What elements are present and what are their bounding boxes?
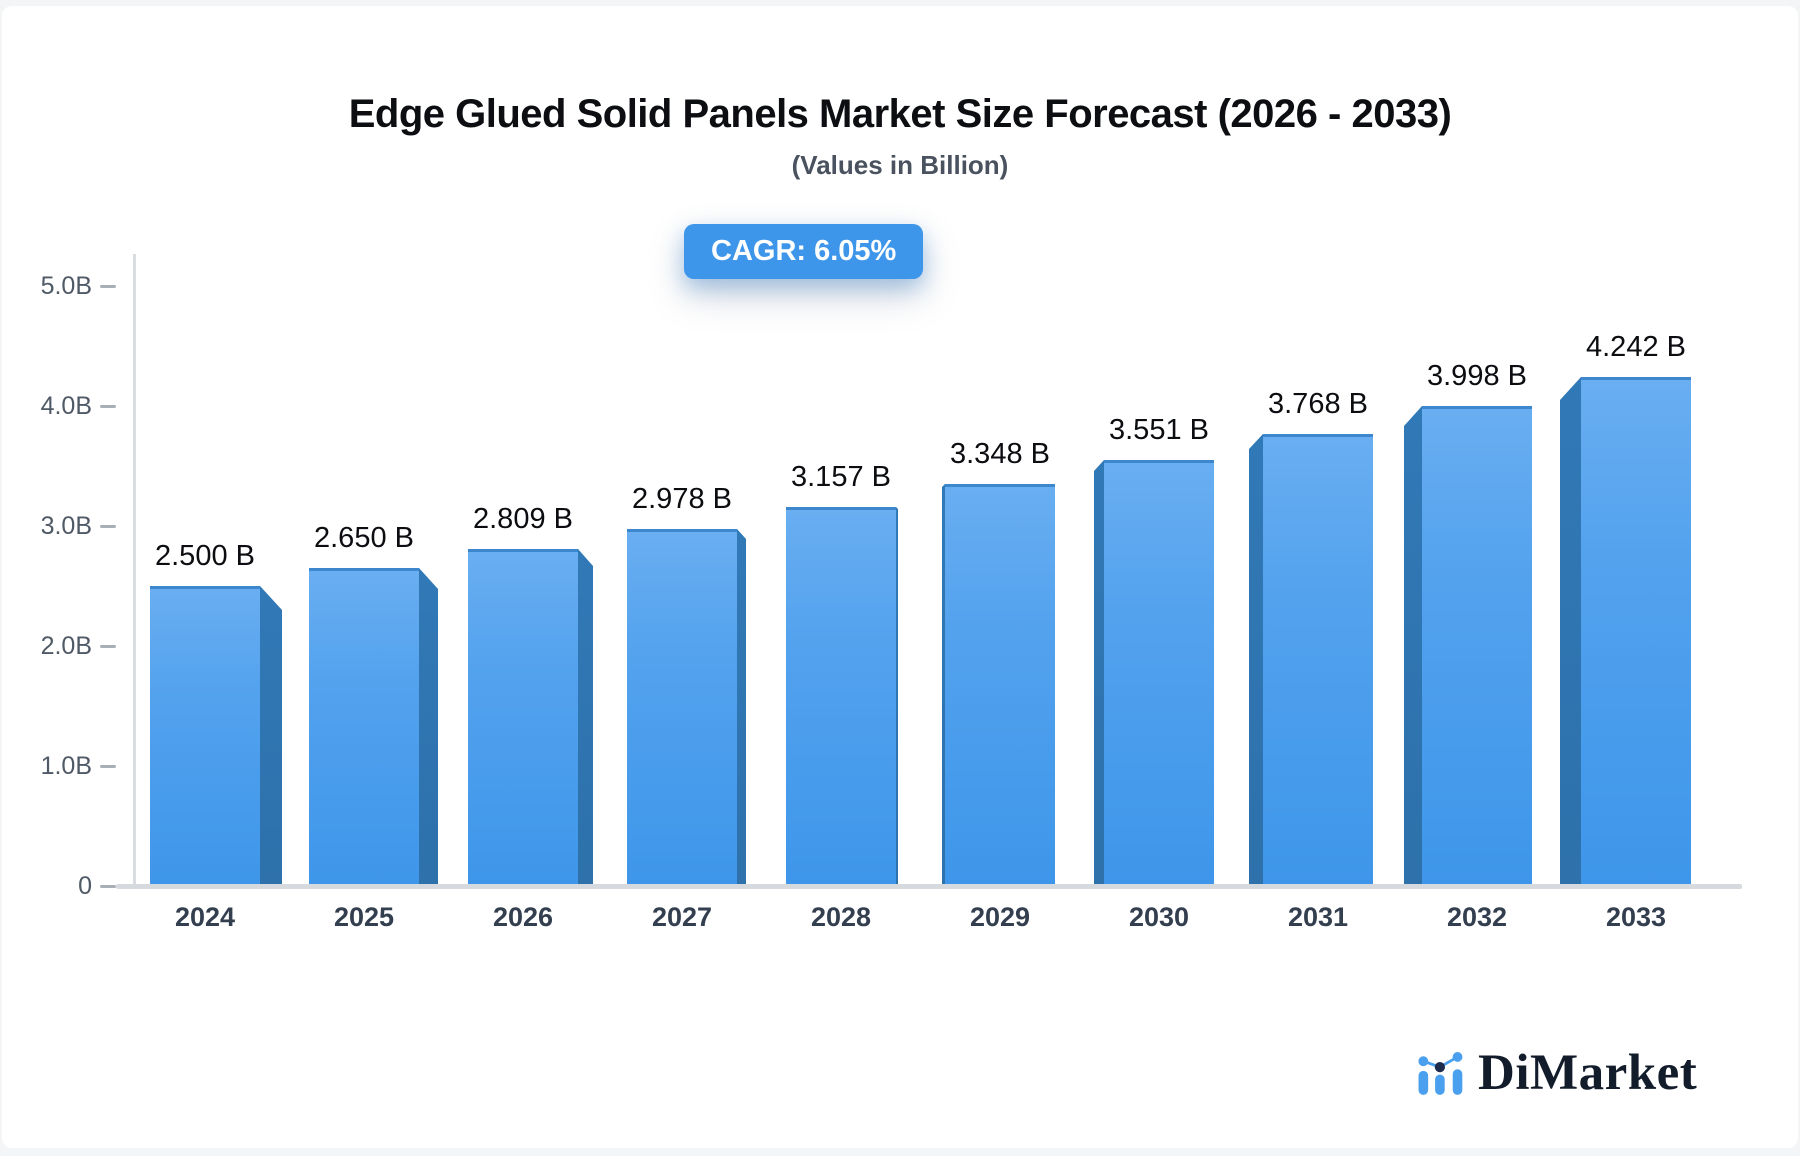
bar-side-2027 bbox=[737, 529, 746, 888]
bar-2032 bbox=[1422, 406, 1532, 888]
bar-2026 bbox=[468, 549, 578, 888]
bar-2033 bbox=[1581, 377, 1691, 888]
chart-subtitle: (Values in Billion) bbox=[791, 150, 1009, 180]
bar-value-label-2032: 3.998 B bbox=[1427, 360, 1527, 392]
y-tick-label: 1.0B bbox=[40, 752, 92, 780]
bar-2024 bbox=[150, 586, 260, 888]
bar-value-label-2026: 2.809 B bbox=[473, 503, 573, 535]
bar-value-label-2025: 2.650 B bbox=[314, 522, 414, 554]
bar-side-2032 bbox=[1404, 406, 1422, 888]
bar-2029 bbox=[945, 484, 1055, 888]
bar-2030 bbox=[1104, 460, 1214, 888]
y-tick-mark bbox=[100, 765, 116, 768]
x-axis-label-2030: 2030 bbox=[1128, 902, 1190, 932]
y-tick-label: 2.0B bbox=[40, 632, 92, 660]
bar-side-2030 bbox=[1094, 460, 1104, 888]
bar-side-2025 bbox=[419, 568, 438, 888]
y-axis-line bbox=[133, 254, 136, 886]
x-axis-label-2033: 2033 bbox=[1605, 902, 1667, 932]
bar-chart-logo-icon bbox=[1418, 1051, 1463, 1095]
bar-value-label-2031: 3.768 B bbox=[1268, 388, 1368, 420]
bar-side-2026 bbox=[578, 549, 593, 888]
bar-value-label-2029: 3.348 B bbox=[950, 438, 1050, 470]
bar-2028 bbox=[786, 507, 896, 888]
y-tick-mark bbox=[100, 885, 116, 888]
y-tick-mark bbox=[100, 405, 116, 408]
x-axis-label-2031: 2031 bbox=[1287, 902, 1349, 932]
x-axis-label-2032: 2032 bbox=[1446, 902, 1508, 932]
bar-side-2028 bbox=[896, 507, 898, 888]
y-tick-mark bbox=[100, 645, 116, 648]
x-axis-label-2028: 2028 bbox=[810, 902, 872, 932]
y-tick-label: 0 bbox=[78, 872, 92, 900]
bar-side-2033 bbox=[1560, 377, 1581, 888]
bar-value-label-2027: 2.978 B bbox=[632, 483, 732, 515]
x-axis-label-2029: 2029 bbox=[969, 902, 1031, 932]
y-tick-mark bbox=[100, 285, 116, 288]
cagr-badge: CAGR: 6.05% bbox=[684, 224, 924, 279]
y-tick-label: 5.0B bbox=[40, 272, 92, 300]
x-axis-label-2027: 2027 bbox=[651, 902, 713, 932]
bar-2025 bbox=[309, 568, 419, 888]
brand-name: DiMarket bbox=[1478, 1045, 1698, 1101]
chart-title: Edge Glued Solid Panels Market Size Fore… bbox=[348, 92, 1452, 136]
x-axis-baseline bbox=[116, 884, 1742, 889]
bar-2027 bbox=[627, 529, 737, 888]
bar-side-2029 bbox=[942, 484, 945, 888]
y-tick-mark bbox=[100, 525, 116, 528]
bar-2031 bbox=[1263, 434, 1373, 888]
x-axis-label-2024: 2024 bbox=[174, 902, 236, 932]
brand-logo: DiMarket bbox=[1418, 1040, 1697, 1106]
bar-value-label-2024: 2.500 B bbox=[155, 540, 255, 572]
y-tick-label: 3.0B bbox=[40, 512, 92, 540]
bar-side-2031 bbox=[1249, 434, 1263, 888]
bar-side-2024 bbox=[260, 586, 282, 888]
y-tick-label: 4.0B bbox=[40, 392, 92, 420]
x-axis-label-2025: 2025 bbox=[333, 902, 395, 932]
x-axis-label-2026: 2026 bbox=[492, 902, 554, 932]
bar-value-label-2028: 3.157 B bbox=[791, 461, 891, 493]
bar-value-label-2033: 4.242 B bbox=[1586, 331, 1686, 363]
bar-value-label-2030: 3.551 B bbox=[1109, 414, 1209, 446]
